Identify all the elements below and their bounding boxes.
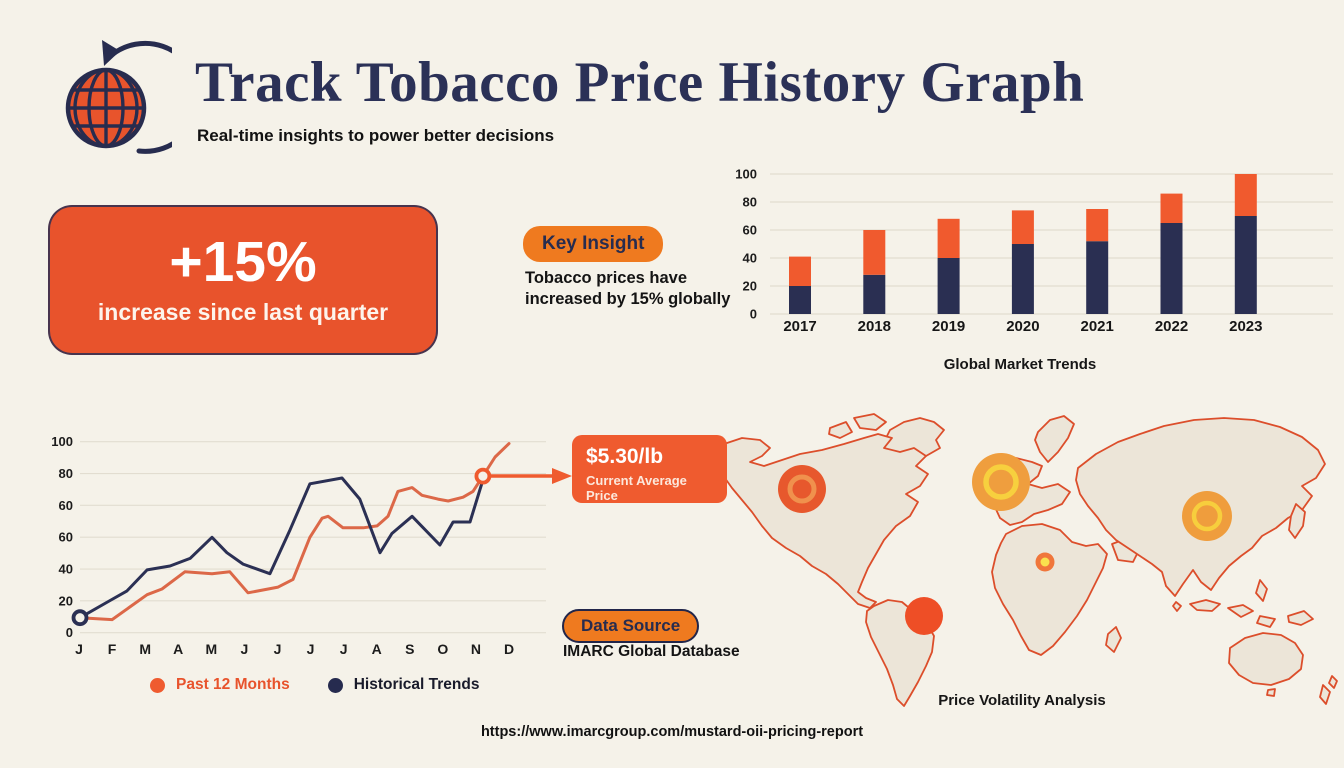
globe-logo-icon <box>65 40 172 154</box>
stat-card: +15% increase since last quarter <box>48 205 438 355</box>
bar-chart: 0 20 40 60 80 100 2017 2018 2019 2020 2021 2022 2023 <box>735 167 1333 335</box>
line-x-tick-label: D <box>504 641 514 657</box>
bar-x-tick-label: 2019 <box>932 318 965 335</box>
line-y-tick-label: 40 <box>59 562 73 577</box>
map-landmass <box>711 413 1338 707</box>
bar-y-tick-label: 100 <box>735 167 757 182</box>
bar-x-tick-label: 2021 <box>1081 318 1114 335</box>
map-marker-ring-north-america <box>787 474 817 504</box>
map-marker-europe <box>972 453 1030 511</box>
line-x-tick-label: S <box>405 641 414 657</box>
legend-label: Past 12 Months <box>176 676 290 693</box>
map-marker-north-america <box>778 465 826 513</box>
bar-y-tick-label: 60 <box>743 223 757 238</box>
line-x-tick-label: M <box>205 641 217 657</box>
map-marker-ring-europe <box>983 464 1019 500</box>
map-caption: Price Volatility Analysis <box>938 692 1106 709</box>
bar-y-tick-label: 80 <box>743 195 757 210</box>
data-source-badge: Data Source <box>562 609 700 643</box>
callout-caption: Current Average Price <box>586 473 687 503</box>
bar-x-tick-label: 2023 <box>1229 318 1262 335</box>
line-chart-legend: Past 12 Months Historical Trends <box>150 676 479 694</box>
bar-2022-navy-segment <box>1160 223 1183 314</box>
map-marker-ring-east-asia <box>1191 500 1223 532</box>
line-x-tick-label: A <box>372 641 382 657</box>
bar-x-tick-label: 2022 <box>1155 318 1188 335</box>
bar-x-tick-label: 2020 <box>1006 318 1039 335</box>
line-x-tick-label: J <box>241 641 249 657</box>
bar-2021-orange-segment <box>1086 209 1109 242</box>
price-callout: $5.30/lb Current Average Price <box>572 435 727 503</box>
bar-chart-title: Global Market Trends <box>943 356 1097 373</box>
page-subtitle: Real-time insights to power better decis… <box>197 126 555 145</box>
line-y-tick-label: 60 <box>59 498 73 513</box>
legend-item-past-12-months: Past 12 Months <box>150 676 290 694</box>
line-x-tick-label: J <box>307 641 315 657</box>
marker-start-ring <box>71 609 89 627</box>
stat-caption: increase since last quarter <box>97 299 389 325</box>
line-y-tick-label: 0 <box>66 625 73 640</box>
bar-2020-orange-segment <box>1011 210 1034 244</box>
series-line-historical-trends <box>78 476 485 620</box>
bar-x-tick-label: 2017 <box>783 318 816 335</box>
line-x-tick-label: A <box>173 641 183 657</box>
line-x-tick-label: J <box>75 641 83 657</box>
bar-2021-navy-segment <box>1086 241 1109 314</box>
map-marker-east-asia <box>1182 491 1232 541</box>
map-marker-south-america <box>905 597 943 635</box>
line-x-tick-label: J <box>340 641 348 657</box>
bar-2018-navy-segment <box>863 274 886 314</box>
footer-url: https://www.imarcgroup.com/mustard-oii-p… <box>480 724 864 740</box>
legend-label: Historical Trends <box>353 676 480 693</box>
page-title: Track Tobacco Price History Graph <box>195 51 1085 114</box>
bar-2017-navy-segment <box>789 286 811 314</box>
stat-value: +15% <box>169 230 317 294</box>
world-map <box>711 413 1338 707</box>
callout-arrow-icon <box>488 468 572 484</box>
line-x-tick-label: F <box>108 641 117 657</box>
data-source-name: IMARC Global Database <box>563 643 740 660</box>
key-insight-text: Tobacco prices have increased by 15% glo… <box>525 269 731 309</box>
line-y-tick-label: 100 <box>51 434 73 449</box>
line-x-tick-label: M <box>139 641 151 657</box>
bar-x-tick-label: 2018 <box>858 318 891 335</box>
bar-2022-orange-segment <box>1160 193 1183 223</box>
line-x-tick-label: N <box>471 641 481 657</box>
bar-2019-orange-segment <box>937 218 960 258</box>
bar-2023-navy-segment <box>1234 216 1257 314</box>
bar-2018-orange-segment <box>863 230 886 275</box>
line-y-tick-label: 80 <box>59 466 73 481</box>
series-line-past-12-months <box>78 442 511 622</box>
line-y-tick-label: 60 <box>59 530 73 545</box>
legend-item-historical-trends: Historical Trends <box>327 676 480 694</box>
bar-2023-orange-segment <box>1234 174 1257 216</box>
bar-y-tick-label: 40 <box>743 251 757 266</box>
bar-2019-navy-segment <box>937 258 960 314</box>
bar-y-tick-label: 0 <box>750 307 757 322</box>
legend-dot-orange-icon <box>150 677 165 693</box>
bar-y-tick-label: 20 <box>743 279 757 294</box>
map-marker-dot-africa <box>1040 557 1050 567</box>
key-insight-badge: Key Insight <box>523 226 664 262</box>
callout-price: $5.30/lb <box>586 445 664 468</box>
line-x-tick-label: O <box>437 641 448 657</box>
legend-dot-navy-icon <box>327 677 343 693</box>
line-y-tick-label: 20 <box>59 593 73 608</box>
line-x-tick-label: J <box>274 641 282 657</box>
bar-2020-navy-segment <box>1011 244 1034 314</box>
bar-2017-orange-segment <box>789 256 811 286</box>
